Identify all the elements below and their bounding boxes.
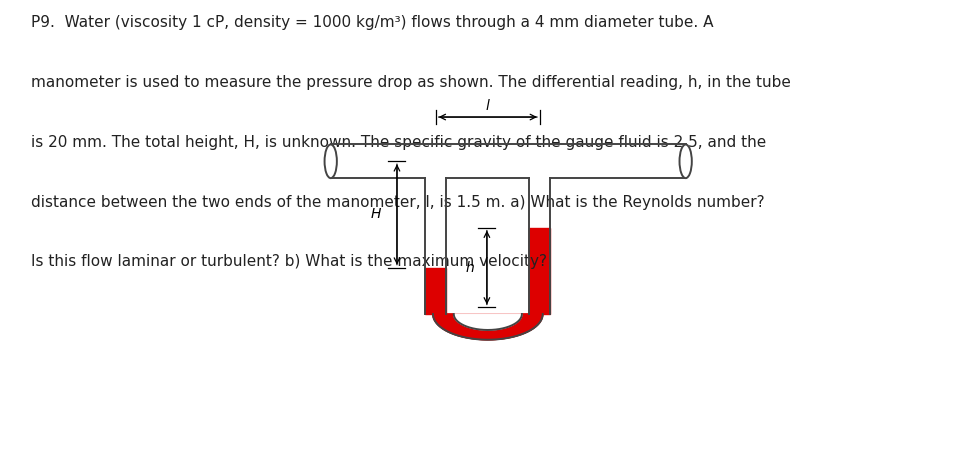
Text: is 20 mm. The total height, H, is unknown. The specific gravity of the gauge flu: is 20 mm. The total height, H, is unknow… <box>30 135 765 150</box>
Polygon shape <box>453 314 522 330</box>
Text: Is this flow laminar or turbulent? b) What is the maximum velocity?: Is this flow laminar or turbulent? b) Wh… <box>30 254 546 269</box>
Polygon shape <box>433 314 542 340</box>
Text: H: H <box>370 207 381 221</box>
Polygon shape <box>529 228 550 314</box>
Text: distance between the two ends of the manometer, l, is 1.5 m. a) What is the Reyn: distance between the two ends of the man… <box>30 194 763 210</box>
Text: l: l <box>486 99 489 113</box>
Ellipse shape <box>324 144 336 178</box>
Text: manometer is used to measure the pressure drop as shown. The differential readin: manometer is used to measure the pressur… <box>30 75 789 90</box>
Polygon shape <box>433 314 542 340</box>
Text: h: h <box>465 261 474 275</box>
Ellipse shape <box>679 144 691 178</box>
Text: P9.  Water (viscosity 1 cP, density = 1000 kg/m³) flows through a 4 mm diameter : P9. Water (viscosity 1 cP, density = 100… <box>30 15 712 30</box>
Polygon shape <box>425 267 446 314</box>
